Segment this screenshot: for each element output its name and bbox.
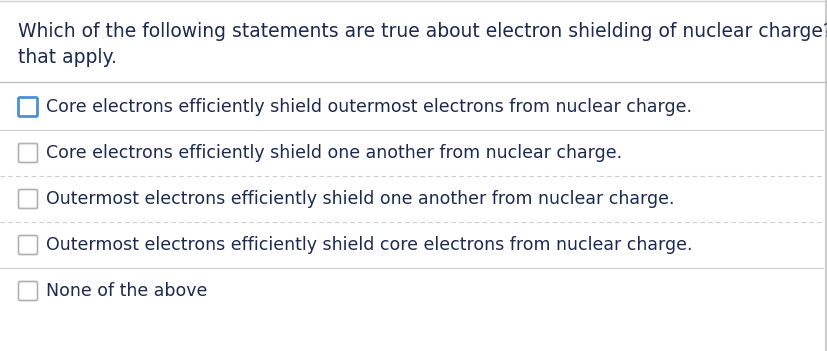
Text: that apply.: that apply. <box>18 48 117 67</box>
Text: Outermost electrons efficiently shield one another from nuclear charge.: Outermost electrons efficiently shield o… <box>46 190 674 208</box>
Text: Core electrons efficiently shield outermost electrons from nuclear charge.: Core electrons efficiently shield outerm… <box>46 98 691 116</box>
Text: Outermost electrons efficiently shield core electrons from nuclear charge.: Outermost electrons efficiently shield c… <box>46 236 691 254</box>
FancyBboxPatch shape <box>18 236 37 254</box>
FancyBboxPatch shape <box>18 282 37 300</box>
Text: Which of the following statements are true about electron shielding of nuclear c: Which of the following statements are tr… <box>18 22 827 41</box>
FancyBboxPatch shape <box>18 190 37 208</box>
Text: None of the above: None of the above <box>46 282 207 300</box>
FancyBboxPatch shape <box>18 98 37 117</box>
FancyBboxPatch shape <box>18 144 37 163</box>
Text: Core electrons efficiently shield one another from nuclear charge.: Core electrons efficiently shield one an… <box>46 144 621 162</box>
